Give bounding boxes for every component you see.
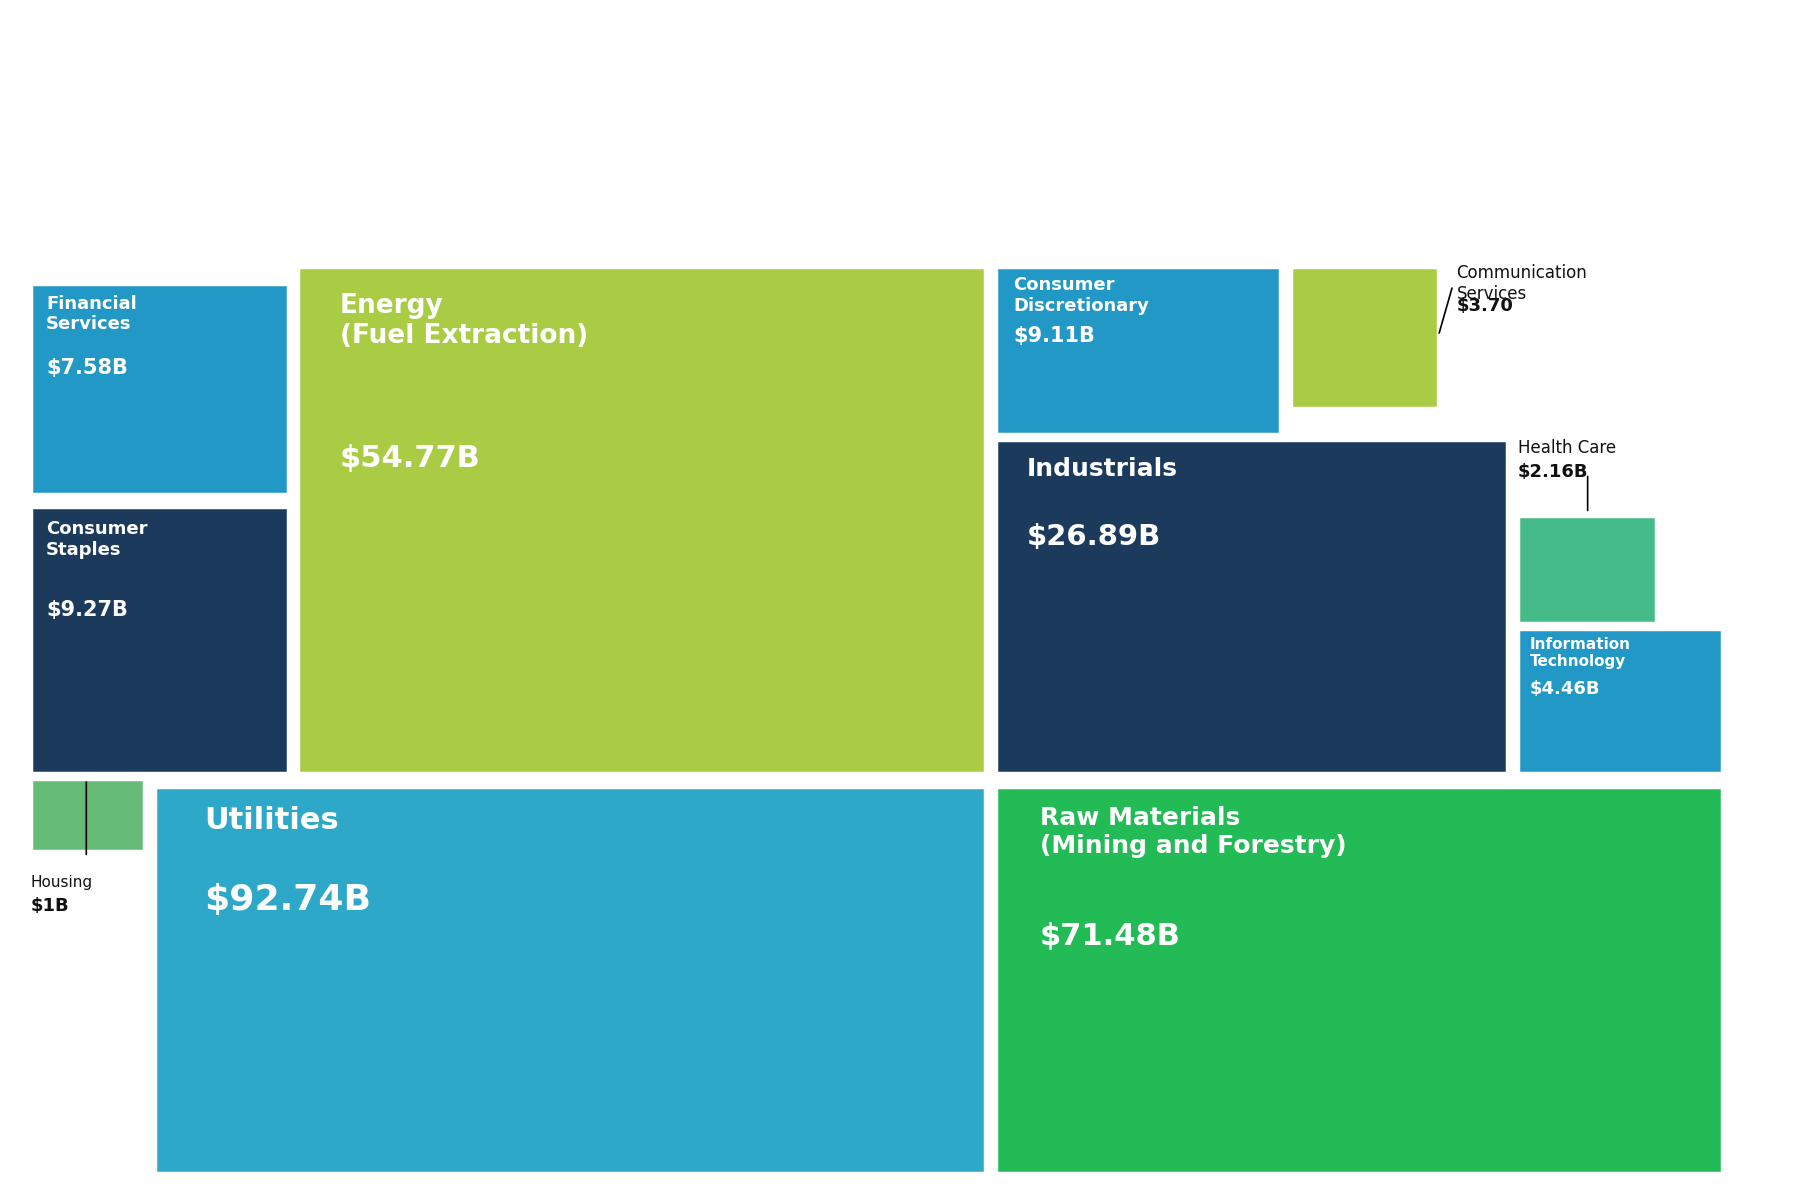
Text: Raw Materials
(Mining and Forestry): Raw Materials (Mining and Forestry): [1039, 806, 1347, 857]
Text: $1B: $1B: [31, 897, 68, 915]
Text: Health Care: Health Care: [1518, 439, 1616, 457]
Bar: [1291, 267, 1438, 408]
Bar: [996, 267, 1280, 434]
Text: Industrials: Industrials: [1027, 457, 1178, 481]
Text: $9.27B: $9.27B: [47, 601, 128, 620]
Bar: [1518, 629, 1722, 773]
Text: $54.77B: $54.77B: [340, 445, 480, 474]
Text: $7.58B: $7.58B: [47, 357, 128, 378]
Text: Information
Technology: Information Technology: [1530, 637, 1631, 669]
Text: $4.46B: $4.46B: [1530, 680, 1600, 698]
Text: $71.48B: $71.48B: [1039, 922, 1181, 951]
Bar: [996, 440, 1507, 773]
Bar: [298, 267, 985, 773]
Text: $2.16B: $2.16B: [1518, 463, 1588, 481]
Text: $26.89B: $26.89B: [1027, 524, 1162, 552]
Bar: [31, 507, 288, 773]
Bar: [996, 787, 1722, 1173]
Text: Utilities: Utilities: [205, 806, 340, 835]
Bar: [1518, 516, 1656, 623]
Text: Energy
(Fuel Extraction): Energy (Fuel Extraction): [340, 293, 588, 349]
Bar: [31, 284, 288, 494]
Text: Consumer
Discretionary: Consumer Discretionary: [1012, 276, 1149, 314]
Bar: [31, 779, 144, 851]
Text: Housing: Housing: [31, 875, 93, 891]
Text: Communication
Services: Communication Services: [1456, 264, 1588, 302]
Text: $92.74B: $92.74B: [205, 882, 372, 917]
Text: $9.11B: $9.11B: [1012, 326, 1095, 345]
Text: $3.70: $3.70: [1456, 297, 1514, 315]
Text: Financial
Services: Financial Services: [47, 295, 137, 333]
Bar: [155, 787, 985, 1173]
Text: Consumer
Staples: Consumer Staples: [47, 520, 147, 559]
